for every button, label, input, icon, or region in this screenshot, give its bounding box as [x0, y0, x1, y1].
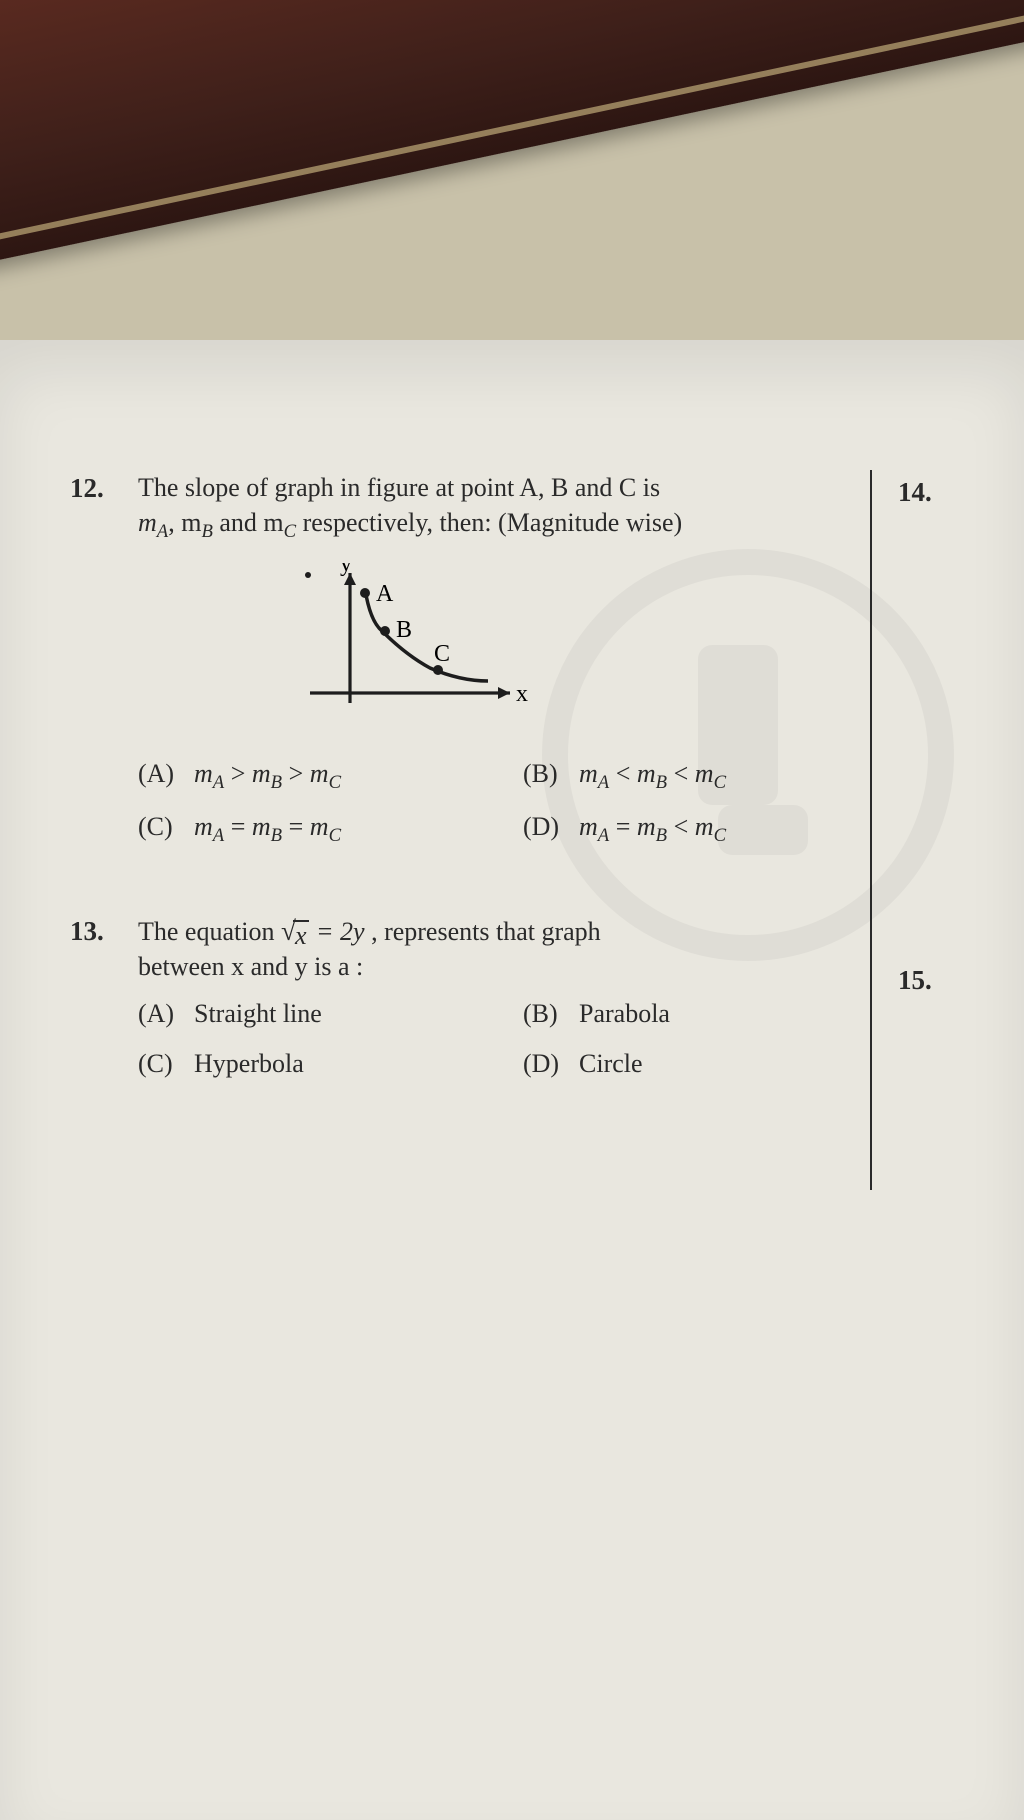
- q13-optD-label: (D): [523, 1046, 579, 1081]
- content-area: 14. 15. 12. The slope of graph in figure…: [0, 340, 1024, 1141]
- q12-mA-sub: A: [157, 521, 168, 542]
- paper-page: 14. 15. 12. The slope of graph in figure…: [0, 340, 1024, 1820]
- optA-subB: B: [271, 772, 282, 793]
- q12-option-A: (A) mA > mB > mC: [138, 756, 493, 795]
- q12-mid1: , m: [168, 508, 201, 537]
- q12-option-C: (C) mA = mB = mC: [138, 809, 493, 848]
- optC-rel1: =: [231, 812, 246, 841]
- q13-optB-text: Parabola: [579, 996, 670, 1031]
- q13-optD-text: Circle: [579, 1046, 643, 1081]
- q12-optC-expr: mA = mB = mC: [194, 809, 341, 848]
- optC-subC: C: [329, 825, 341, 846]
- q13-options: (A) Straight line (B) Parabola (C) Hyper…: [138, 996, 878, 1080]
- x-label: x: [516, 681, 528, 707]
- label-B: B: [396, 617, 412, 643]
- point-A: [360, 588, 370, 598]
- q13-option-A: (A) Straight line: [138, 996, 493, 1031]
- q13-pre: The equation: [138, 917, 281, 946]
- q13-number: 13.: [70, 913, 138, 949]
- q13-option-C: (C) Hyperbola: [138, 1046, 493, 1081]
- q12-line1: The slope of graph in figure at point A,…: [138, 473, 660, 502]
- q13-optC-label: (C): [138, 1046, 194, 1081]
- optA-subA: A: [213, 772, 224, 793]
- optA-rel1: >: [231, 759, 246, 788]
- q12-mB-sub: B: [201, 521, 212, 542]
- q13-option-B: (B) Parabola: [523, 996, 878, 1031]
- side-number-14: 14.: [898, 474, 932, 510]
- photo-diagonal-band: [0, 0, 1024, 293]
- q13-option-D: (D) Circle: [523, 1046, 878, 1081]
- q12-graph-svg: y x A B C: [270, 563, 530, 733]
- x-axis-arrow: [498, 687, 510, 699]
- optC-subB: B: [271, 825, 282, 846]
- q13-optA-text: Straight line: [194, 996, 322, 1031]
- photo-top-strip: [0, 0, 1024, 340]
- q12-mid2: and m: [213, 508, 284, 537]
- optC-subA: A: [213, 825, 224, 846]
- q12-text: The slope of graph in figure at point A,…: [138, 470, 858, 545]
- q12-number: 12.: [70, 470, 138, 506]
- question-12: 12. The slope of graph in figure at poin…: [70, 470, 954, 545]
- q13-line2: between x and y is a :: [138, 952, 363, 981]
- label-C: C: [434, 641, 450, 667]
- watermark-icon: [542, 549, 954, 961]
- q13-mid: , represents that graph: [365, 917, 601, 946]
- q12-mC-sub: C: [284, 521, 296, 542]
- side-number-15: 15.: [898, 962, 932, 998]
- q12-tail: respectively, then: (Magnitude wise): [296, 508, 682, 537]
- q13-optB-label: (B): [523, 996, 579, 1031]
- y-label: y: [340, 563, 352, 577]
- q12-optA-label: (A): [138, 756, 194, 791]
- q13-eq-tail: = 2y: [309, 917, 364, 946]
- label-A: A: [376, 581, 394, 607]
- stray-dot: [305, 572, 311, 578]
- q13-optC-text: Hyperbola: [194, 1046, 304, 1081]
- point-B: [380, 626, 390, 636]
- q12-optA-expr: mA > mB > mC: [194, 756, 341, 795]
- q12-optC-label: (C): [138, 809, 194, 844]
- optC-rel2: =: [289, 812, 304, 841]
- q12-mA-m: m: [138, 508, 157, 537]
- sqrt-arg: x: [293, 920, 310, 949]
- optA-rel2: >: [289, 759, 304, 788]
- optA-subC: C: [329, 772, 341, 793]
- sqrt-expression: √ x: [281, 913, 310, 950]
- q13-optA-label: (A): [138, 996, 194, 1031]
